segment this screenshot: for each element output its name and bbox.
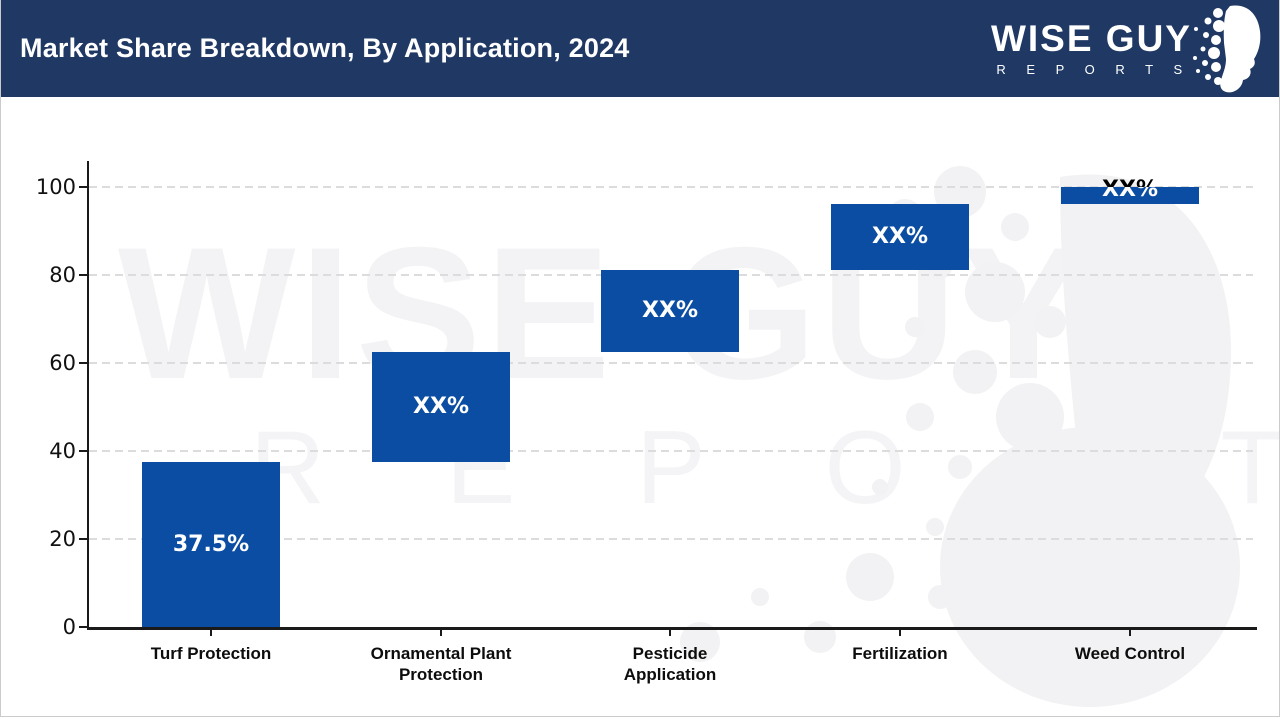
y-tick-mark xyxy=(79,450,87,452)
bar-pesticide-application: XX% xyxy=(601,269,739,352)
y-tick-label: 100 xyxy=(35,175,76,199)
gridline-y40 xyxy=(89,450,1253,452)
y-tick-mark xyxy=(79,274,87,276)
bar-value-label: XX% xyxy=(1102,187,1158,203)
category-label: Turf Protection xyxy=(150,644,272,663)
bar-value-label: XX% xyxy=(413,394,469,419)
y-tick-mark xyxy=(79,362,87,364)
y-tick-mark xyxy=(79,186,87,188)
gridline-y20 xyxy=(89,538,1253,540)
x-tick-mark xyxy=(210,630,212,636)
y-tick-mark xyxy=(79,538,87,540)
bar-turf-protection: 37.5% xyxy=(142,462,280,627)
y-tick-label: 60 xyxy=(49,351,76,375)
x-tick-mark xyxy=(899,630,901,636)
page-title: Market Share Breakdown, By Application, … xyxy=(20,33,630,63)
x-tick-mark xyxy=(440,630,442,636)
y-tick-label: 40 xyxy=(49,439,76,463)
bar-ornamental-plant-protection: XX% xyxy=(372,352,510,462)
brand-logo-text: WISE GUY R E P O R T S xyxy=(991,20,1192,77)
category-label: Pesticide Application xyxy=(623,644,717,685)
category-label: Ornamental Plant Protection xyxy=(370,644,512,685)
bar-weed-control: XX% xyxy=(1061,187,1199,204)
y-tick-label: 0 xyxy=(62,615,76,639)
y-axis-line xyxy=(87,161,89,630)
x-axis-line xyxy=(87,627,1257,630)
gridline-y60 xyxy=(89,362,1253,364)
y-tick-label: 20 xyxy=(49,527,76,551)
bar-value-label: XX% xyxy=(642,297,698,323)
header-band: Market Share Breakdown, By Application, … xyxy=(0,0,1280,97)
brand-name: WISE GUY xyxy=(990,18,1192,59)
dotted-head-icon xyxy=(1178,3,1262,95)
y-tick-mark xyxy=(79,626,87,628)
gridline-y100 xyxy=(89,186,1253,188)
brand-logo: WISE GUY R E P O R T S xyxy=(991,3,1262,95)
x-tick-mark xyxy=(1129,630,1131,636)
bar-value-label: 37.5% xyxy=(172,531,250,557)
brand-subtitle: R E P O R T S xyxy=(996,62,1191,77)
category-label: Fertilization xyxy=(852,644,948,663)
y-tick-label: 80 xyxy=(49,263,76,287)
bar-value-label: XX% xyxy=(872,223,928,249)
x-tick-mark xyxy=(669,630,671,636)
category-label: Weed Control xyxy=(1074,644,1186,663)
bar-fertilization: XX% xyxy=(831,203,969,270)
chart-canvas: WISE GUY R E P O R T S 02040608010037.5%… xyxy=(0,97,1280,720)
